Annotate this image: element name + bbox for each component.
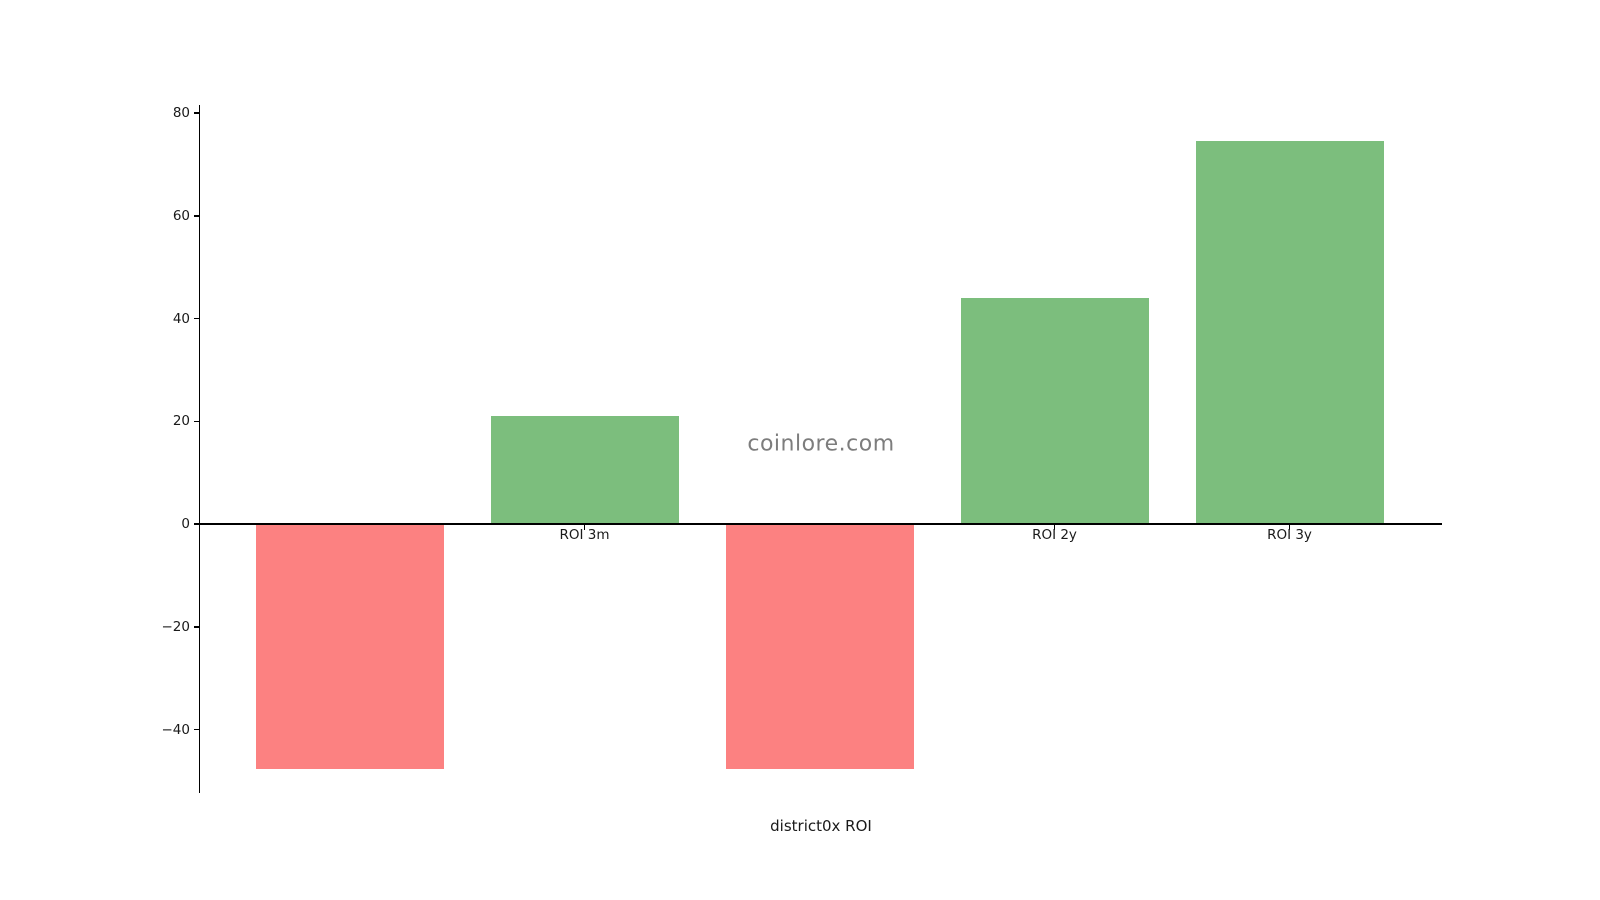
x-tick-mark (1288, 524, 1291, 530)
y-tick-label: 40 (172, 310, 190, 327)
bar-unlabeled-2 (725, 524, 914, 770)
x-tick-label: ROI 3m (559, 526, 610, 543)
y-tick-label: 60 (172, 207, 190, 224)
watermark: coinlore.com (747, 431, 895, 457)
x-axis-title: district0x ROI (770, 817, 872, 835)
x-axis-line (198, 523, 1442, 525)
y-tick-label: −40 (161, 721, 191, 738)
bar-roi-2y (960, 297, 1149, 524)
y-tick-mark (194, 523, 200, 525)
y-tick-mark (194, 317, 200, 320)
y-tick-mark (194, 420, 200, 422)
bar-roi-3y (1195, 140, 1384, 524)
x-tick-mark (583, 524, 586, 530)
y-tick-mark (194, 728, 200, 731)
y-tick-mark (194, 626, 200, 628)
y-tick-label: 80 (172, 105, 190, 121)
y-tick-mark (194, 215, 200, 217)
bar-unlabeled-0 (256, 524, 444, 770)
y-tick-label: 0 (181, 516, 190, 532)
x-tick-label: ROI 3y (1267, 526, 1312, 543)
y-axis-line (198, 105, 200, 793)
y-tick-label: −20 (161, 618, 191, 635)
y-tick-mark (194, 112, 200, 114)
y-tick-label: 20 (172, 413, 190, 430)
x-tick-mark (1053, 524, 1056, 530)
x-tick-label: ROI 2y (1032, 526, 1077, 543)
bar-roi-3m (490, 416, 679, 524)
